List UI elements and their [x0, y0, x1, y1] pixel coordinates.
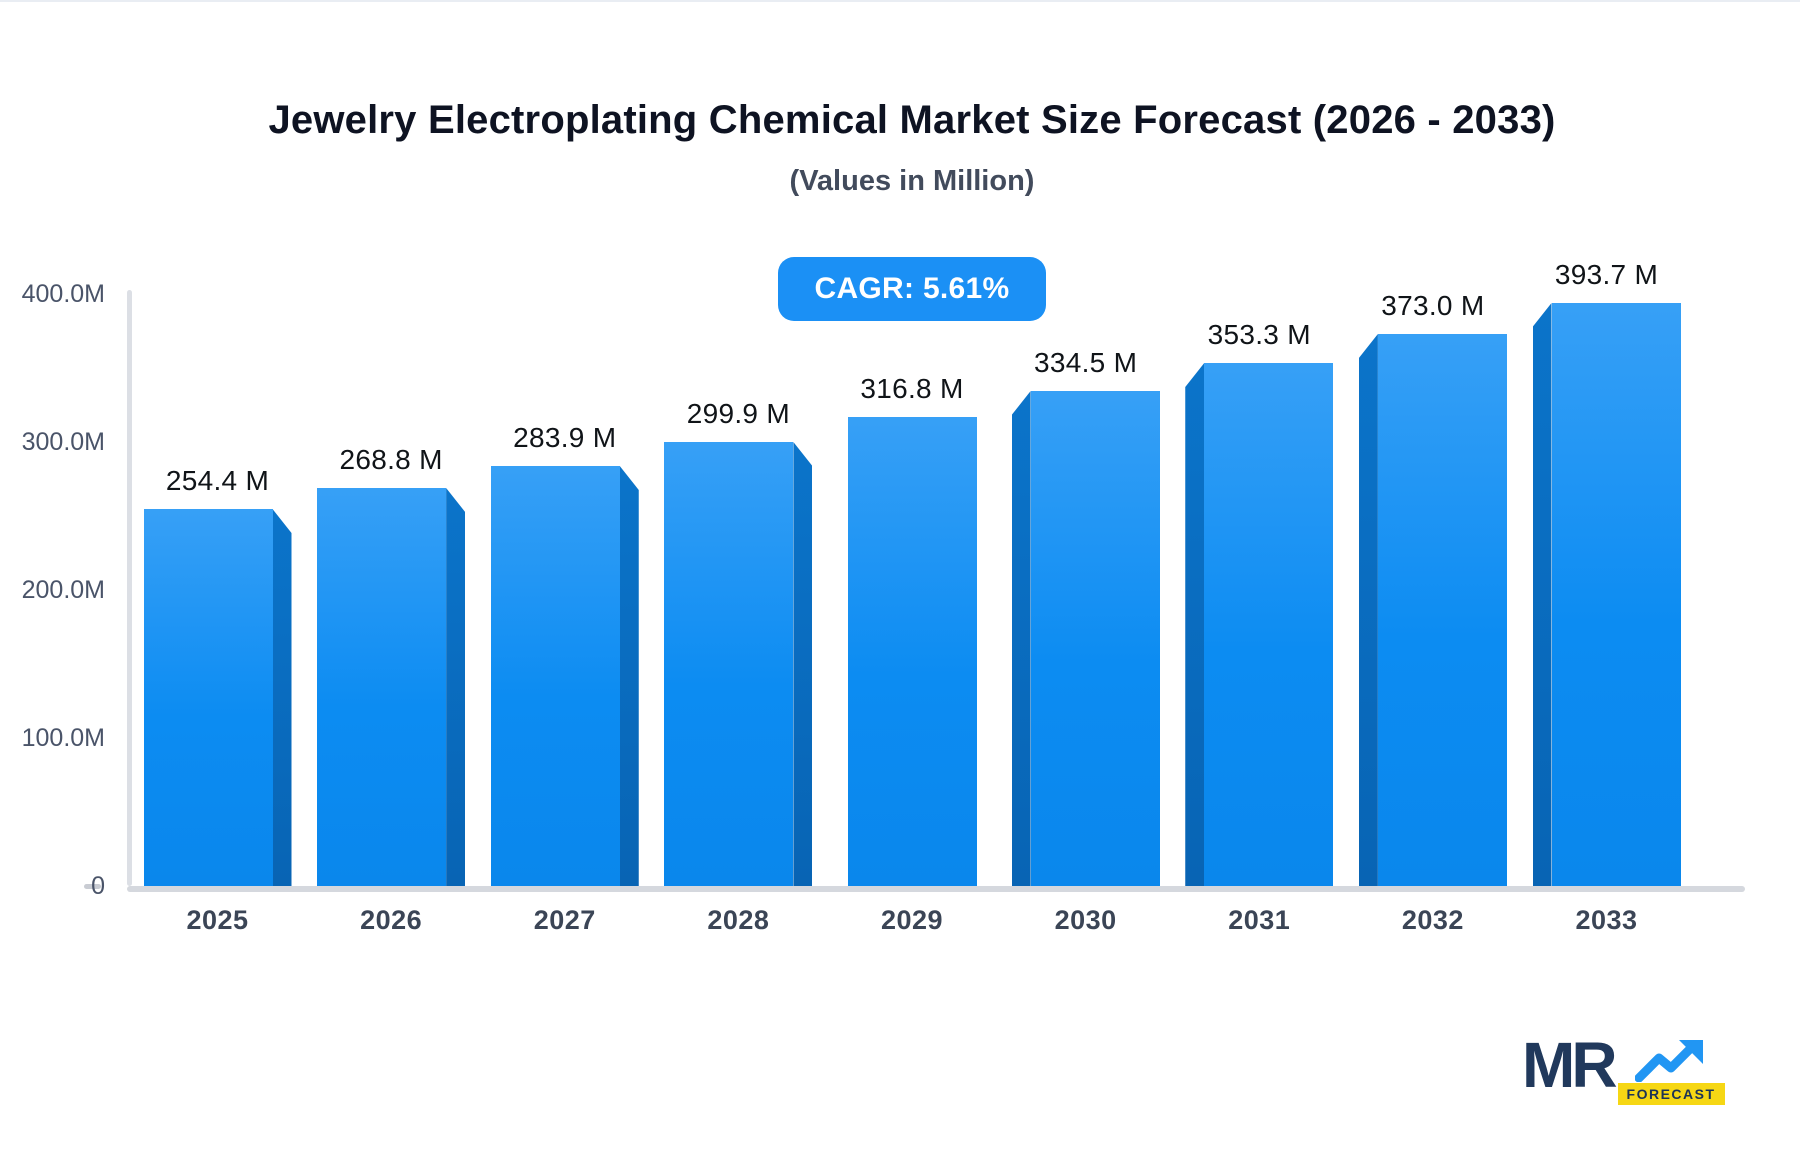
bar-value-label: 283.9 M — [513, 422, 617, 453]
bar-side-3d — [1532, 303, 1552, 886]
bar — [143, 509, 292, 886]
bar-side-3d — [446, 488, 466, 886]
bars-row: 254.4 M 2025 268.8 M 2026 283.9 M 2027 299.9 M… — [131, 259, 1693, 935]
bar-group-2026: 268.8 M 2026 — [305, 294, 478, 935]
bar-side-3d — [1358, 334, 1378, 886]
bar-group-2030: 334.5 M 2030 — [999, 294, 1172, 935]
x-axis-baseline — [127, 886, 1745, 892]
bar-face — [1377, 334, 1507, 886]
bar-value-label: 353.3 M — [1207, 319, 1311, 350]
bar-value-label: 316.8 M — [860, 373, 964, 404]
chart-subtitle: (Values in Million) — [789, 165, 1035, 197]
chart-title: Jewelry Electroplating Chemical Market S… — [268, 98, 1556, 142]
bar-face — [317, 488, 447, 886]
bar-group-2033: 393.7 M 2033 — [1520, 259, 1693, 935]
y-axis-tick-label: 300.0M — [21, 428, 105, 456]
bar-group-2028: 299.9 M 2028 — [652, 294, 825, 935]
bar — [1358, 334, 1507, 886]
logo-forecast-text: FORECAST — [1617, 1083, 1725, 1105]
bar-group-2029: 316.8 M 2029 — [826, 294, 999, 935]
x-axis-label: 2029 — [880, 905, 944, 935]
bar-face — [664, 442, 794, 886]
bar-face — [1030, 391, 1160, 886]
bar-value-label: 254.4 M — [165, 465, 270, 496]
bar-face — [847, 417, 977, 886]
cagr-badge: CAGR: 5.61% — [778, 257, 1046, 321]
bar-group-2025: 254.4 M 2025 — [131, 294, 304, 935]
bar-side-3d — [272, 509, 292, 886]
x-axis-label: 2027 — [533, 905, 596, 935]
bar-group-2032: 373.0 M 2032 — [1346, 290, 1519, 935]
bar — [847, 417, 977, 886]
x-axis-label: 2032 — [1401, 905, 1464, 935]
bar-side-3d — [619, 466, 639, 886]
bar-value-label: 299.9 M — [686, 398, 791, 429]
bar-face — [1204, 363, 1334, 886]
bar-face — [490, 466, 620, 886]
y-axis-tick-label: 200.0M — [21, 576, 105, 604]
bar — [1532, 303, 1681, 886]
bar — [1185, 363, 1334, 886]
bar-group-2031: 353.3 M 2031 — [1173, 294, 1346, 935]
bar-face — [143, 509, 273, 886]
zero-tick-mark — [84, 884, 101, 889]
bar-group-2027: 283.9 M 2027 — [478, 294, 651, 935]
bar-side-3d — [1011, 391, 1031, 886]
bar — [1011, 391, 1160, 886]
x-axis-label: 2031 — [1228, 905, 1291, 935]
trend-up-arrow-icon — [1635, 1040, 1704, 1082]
y-axis-tick-label: 0 — [91, 872, 105, 900]
x-axis-label: 2026 — [360, 905, 423, 935]
bar-value-label: 334.5 M — [1033, 347, 1138, 378]
bar — [317, 488, 466, 886]
bar-side-3d — [793, 442, 813, 886]
y-axis-tick-label: 100.0M — [21, 724, 105, 752]
x-axis-label: 2030 — [1054, 905, 1117, 935]
logo-mr-text: MR — [1522, 1029, 1618, 1101]
mr-forecast-logo: MR FORECAST — [1522, 1030, 1725, 1105]
cagr-badge-wrap: CAGR: 5.61% — [131, 257, 1693, 321]
bar — [664, 442, 813, 886]
x-axis-label: 2025 — [186, 905, 249, 935]
bar-value-label: 268.8 M — [339, 444, 443, 475]
x-axis-label: 2033 — [1575, 905, 1638, 935]
bar-face — [1551, 303, 1681, 886]
bar-value-label: 393.7 M — [1554, 259, 1659, 290]
x-axis-label: 2028 — [707, 905, 770, 935]
y-axis-line — [127, 290, 132, 886]
bar-value-label: 373.0 M — [1381, 290, 1485, 321]
bar — [490, 466, 639, 886]
bar-side-3d — [1185, 363, 1205, 886]
y-axis-tick-label: 400.0M — [21, 280, 105, 308]
